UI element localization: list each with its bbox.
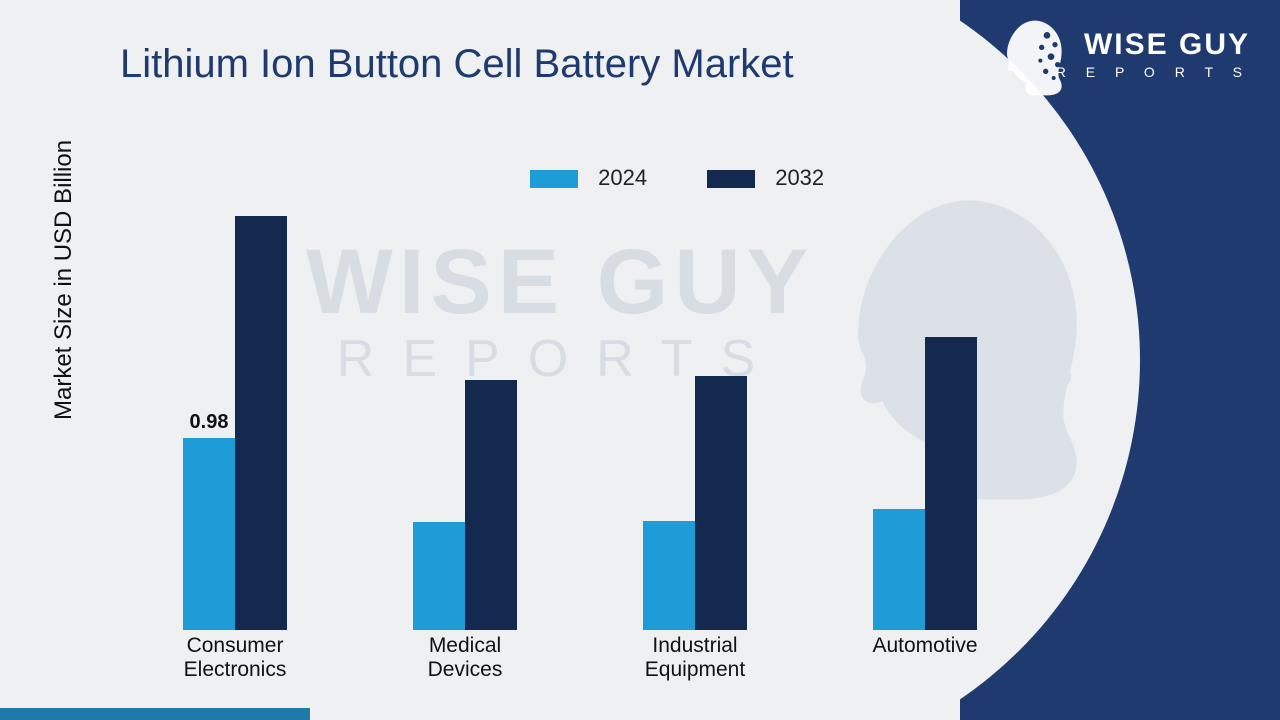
bar-value-label: 0.98 xyxy=(190,411,229,434)
brand-line2: R E P O R T S xyxy=(1056,64,1250,80)
legend-swatch-2024 xyxy=(530,170,578,188)
bar-group xyxy=(643,376,747,630)
y-axis-label: Market Size in USD Billion xyxy=(50,140,78,420)
legend-item-2024: 2024 xyxy=(530,165,647,191)
bar-group: 0.98 xyxy=(183,216,287,630)
brand-line1: WISE GUY xyxy=(1056,28,1250,62)
legend-label-2032: 2032 xyxy=(775,165,824,190)
bottom-accent-bar xyxy=(0,708,310,720)
legend-swatch-2032 xyxy=(707,170,755,188)
bar-2024 xyxy=(413,522,465,630)
chart-canvas: WISE GUY REPORTS Lithium Ion Button Cell… xyxy=(0,0,1280,720)
x-label: Automotive xyxy=(825,634,1025,682)
bar-2024 xyxy=(873,509,925,630)
bar-2024 xyxy=(643,521,695,630)
x-axis-labels: ConsumerElectronics MedicalDevices Industr… xyxy=(120,634,1040,682)
bar-2032 xyxy=(235,216,287,630)
bar-group xyxy=(413,380,517,630)
plot-area: 0.98 xyxy=(120,200,1040,630)
legend-label-2024: 2024 xyxy=(598,165,647,190)
x-label: IndustrialEquipment xyxy=(595,634,795,682)
chart-title: Lithium Ion Button Cell Battery Market xyxy=(120,40,840,88)
brand-logo: WISE GUY R E P O R T S xyxy=(1056,28,1250,80)
bar-2032 xyxy=(465,380,517,630)
legend: 2024 2032 xyxy=(530,165,824,191)
x-label: MedicalDevices xyxy=(365,634,565,682)
bar-group xyxy=(873,337,977,630)
bar-2032 xyxy=(695,376,747,630)
bar-2024: 0.98 xyxy=(183,438,235,630)
legend-item-2032: 2032 xyxy=(707,165,824,191)
x-label: ConsumerElectronics xyxy=(135,634,335,682)
bar-2032 xyxy=(925,337,977,630)
